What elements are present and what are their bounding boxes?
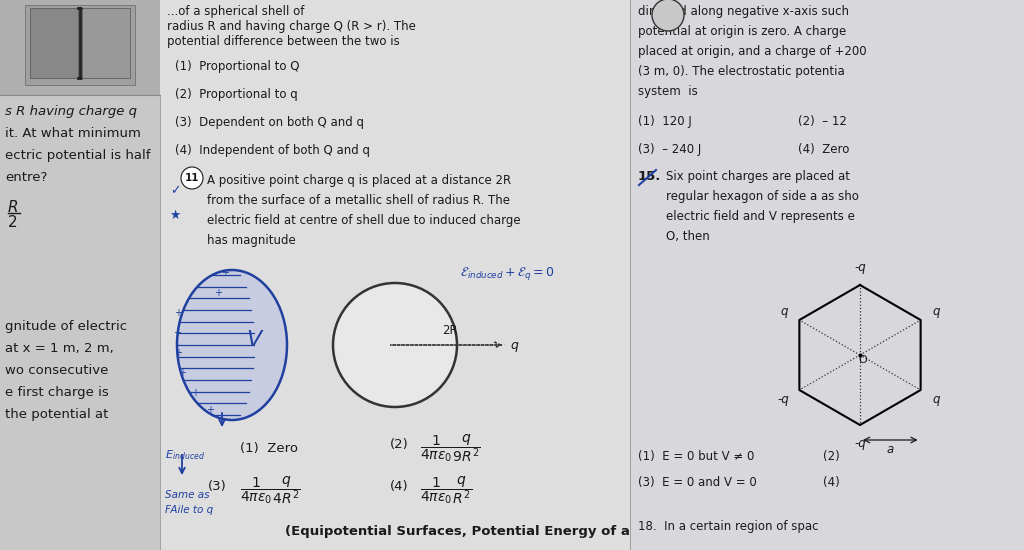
Text: +: + [174, 348, 182, 358]
Text: (4)  Zero: (4) Zero [798, 143, 849, 156]
Text: regular hexagon of side a as sho: regular hexagon of side a as sho [666, 190, 859, 203]
Text: (3)  – 240 J: (3) – 240 J [638, 143, 701, 156]
Text: (1)  E = 0 but V ≠ 0: (1) E = 0 but V ≠ 0 [638, 450, 755, 463]
Text: R: R [8, 200, 18, 215]
Text: radius R and having charge Q (R > r). The: radius R and having charge Q (R > r). Th… [167, 20, 416, 33]
Text: +: + [206, 405, 214, 415]
Text: at x = 1 m, 2 m,: at x = 1 m, 2 m, [5, 342, 114, 355]
Text: placed at origin, and a charge of +200: placed at origin, and a charge of +200 [638, 45, 866, 58]
Text: (3)  E = 0 and V = 0: (3) E = 0 and V = 0 [638, 476, 757, 489]
Text: O: O [859, 355, 867, 365]
Bar [25, 5, 135, 85]
Text: A positive point charge q is placed at a distance 2R: A positive point charge q is placed at a… [207, 174, 511, 187]
Text: (3): (3) [208, 480, 226, 493]
Text: ...of a spherical shell of: ...of a spherical shell of [167, 5, 304, 18]
Text: potential at origin is zero. A charge: potential at origin is zero. A charge [638, 25, 846, 38]
Text: gnitude of electric: gnitude of electric [5, 320, 127, 333]
Text: potential difference between the two is: potential difference between the two is [167, 35, 399, 48]
Text: O, then: O, then [666, 230, 710, 243]
Text: Six point charges are placed at: Six point charges are placed at [666, 170, 850, 183]
Text: (2)  – 12: (2) – 12 [798, 115, 847, 128]
Text: s R having charge q: s R having charge q [5, 105, 137, 118]
Text: Same as: Same as [165, 490, 210, 500]
Text: -q: -q [854, 437, 866, 449]
Bar [630, 0, 1024, 550]
Text: +: + [178, 368, 186, 378]
Text: system  is: system is [638, 85, 697, 98]
Text: $\dfrac{1}{4\pi\varepsilon_0}\dfrac{q}{9R^2}$: $\dfrac{1}{4\pi\varepsilon_0}\dfrac{q}{9… [420, 432, 481, 464]
Text: ★: ★ [169, 208, 180, 222]
Text: q: q [510, 338, 518, 351]
Text: q: q [933, 393, 940, 405]
Text: 11: 11 [184, 173, 200, 183]
Bar [160, 0, 630, 550]
Text: $E_{induced}$: $E_{induced}$ [165, 448, 205, 462]
Text: (3 m, 0). The electrostatic potentia: (3 m, 0). The electrostatic potentia [638, 65, 845, 78]
Circle shape [181, 167, 203, 189]
Text: (2)  Proportional to q: (2) Proportional to q [175, 88, 298, 101]
Text: +: + [214, 288, 222, 298]
Text: -q: -q [778, 393, 790, 405]
Text: +: + [173, 328, 181, 338]
Text: +: + [174, 308, 182, 318]
Bar [82, 8, 130, 78]
Text: $\dfrac{1}{4\pi\varepsilon_0}\dfrac{q}{4R^2}$: $\dfrac{1}{4\pi\varepsilon_0}\dfrac{q}{4… [240, 474, 301, 506]
Text: (4)  Independent of both Q and q: (4) Independent of both Q and q [175, 144, 370, 157]
Text: electric field at centre of shell due to induced charge: electric field at centre of shell due to… [207, 214, 520, 227]
Text: V: V [247, 330, 261, 350]
Text: ectric potential is half: ectric potential is half [5, 149, 151, 162]
Bar [30, 8, 78, 78]
Text: 2: 2 [8, 215, 17, 230]
Text: (2): (2) [390, 438, 409, 451]
Text: ✓: ✓ [170, 184, 180, 197]
Text: 15.: 15. [638, 170, 662, 183]
Text: (1)  Zero: (1) Zero [240, 442, 298, 455]
Text: directed along negative x-axis such: directed along negative x-axis such [638, 5, 849, 18]
Circle shape [333, 283, 457, 407]
Text: has magnitude: has magnitude [207, 234, 296, 247]
Text: q: q [933, 305, 940, 317]
Text: +: + [221, 268, 229, 278]
Text: e first charge is: e first charge is [5, 386, 109, 399]
Text: q: q [780, 305, 787, 317]
Text: wo consecutive: wo consecutive [5, 364, 109, 377]
Text: a: a [887, 443, 894, 456]
Text: 2R: 2R [442, 324, 458, 337]
Text: entre?: entre? [5, 171, 47, 184]
Text: (2): (2) [823, 450, 840, 463]
Text: (1)  120 J: (1) 120 J [638, 115, 692, 128]
Text: (Equipotential Surfaces, Potential Energy of a: (Equipotential Surfaces, Potential Energ… [285, 525, 630, 538]
Text: 18.  In a certain region of spac: 18. In a certain region of spac [638, 520, 818, 533]
Text: from the surface of a metallic shell of radius R. The: from the surface of a metallic shell of … [207, 194, 510, 207]
Text: -q: -q [854, 261, 866, 273]
Text: $\dfrac{1}{4\pi\varepsilon_0}\dfrac{q}{R^2}$: $\dfrac{1}{4\pi\varepsilon_0}\dfrac{q}{R… [420, 474, 472, 506]
Text: the potential at: the potential at [5, 408, 109, 421]
Text: +: + [191, 388, 199, 398]
Text: (4): (4) [823, 476, 840, 489]
Text: it. At what minimum: it. At what minimum [5, 127, 141, 140]
Circle shape [652, 0, 684, 31]
Bar [0, 0, 160, 550]
Text: (1)  Proportional to Q: (1) Proportional to Q [175, 60, 299, 73]
Text: FAile to q: FAile to q [165, 505, 213, 515]
Text: $\mathcal{E}_{induced}+\mathcal{E}_{q}=0$: $\mathcal{E}_{induced}+\mathcal{E}_{q}=0… [460, 265, 555, 282]
Bar [0, 0, 160, 95]
Ellipse shape [177, 270, 287, 420]
Text: (3)  Dependent on both Q and q: (3) Dependent on both Q and q [175, 116, 364, 129]
Text: electric field and V represents e: electric field and V represents e [666, 210, 855, 223]
Text: (4): (4) [390, 480, 409, 493]
